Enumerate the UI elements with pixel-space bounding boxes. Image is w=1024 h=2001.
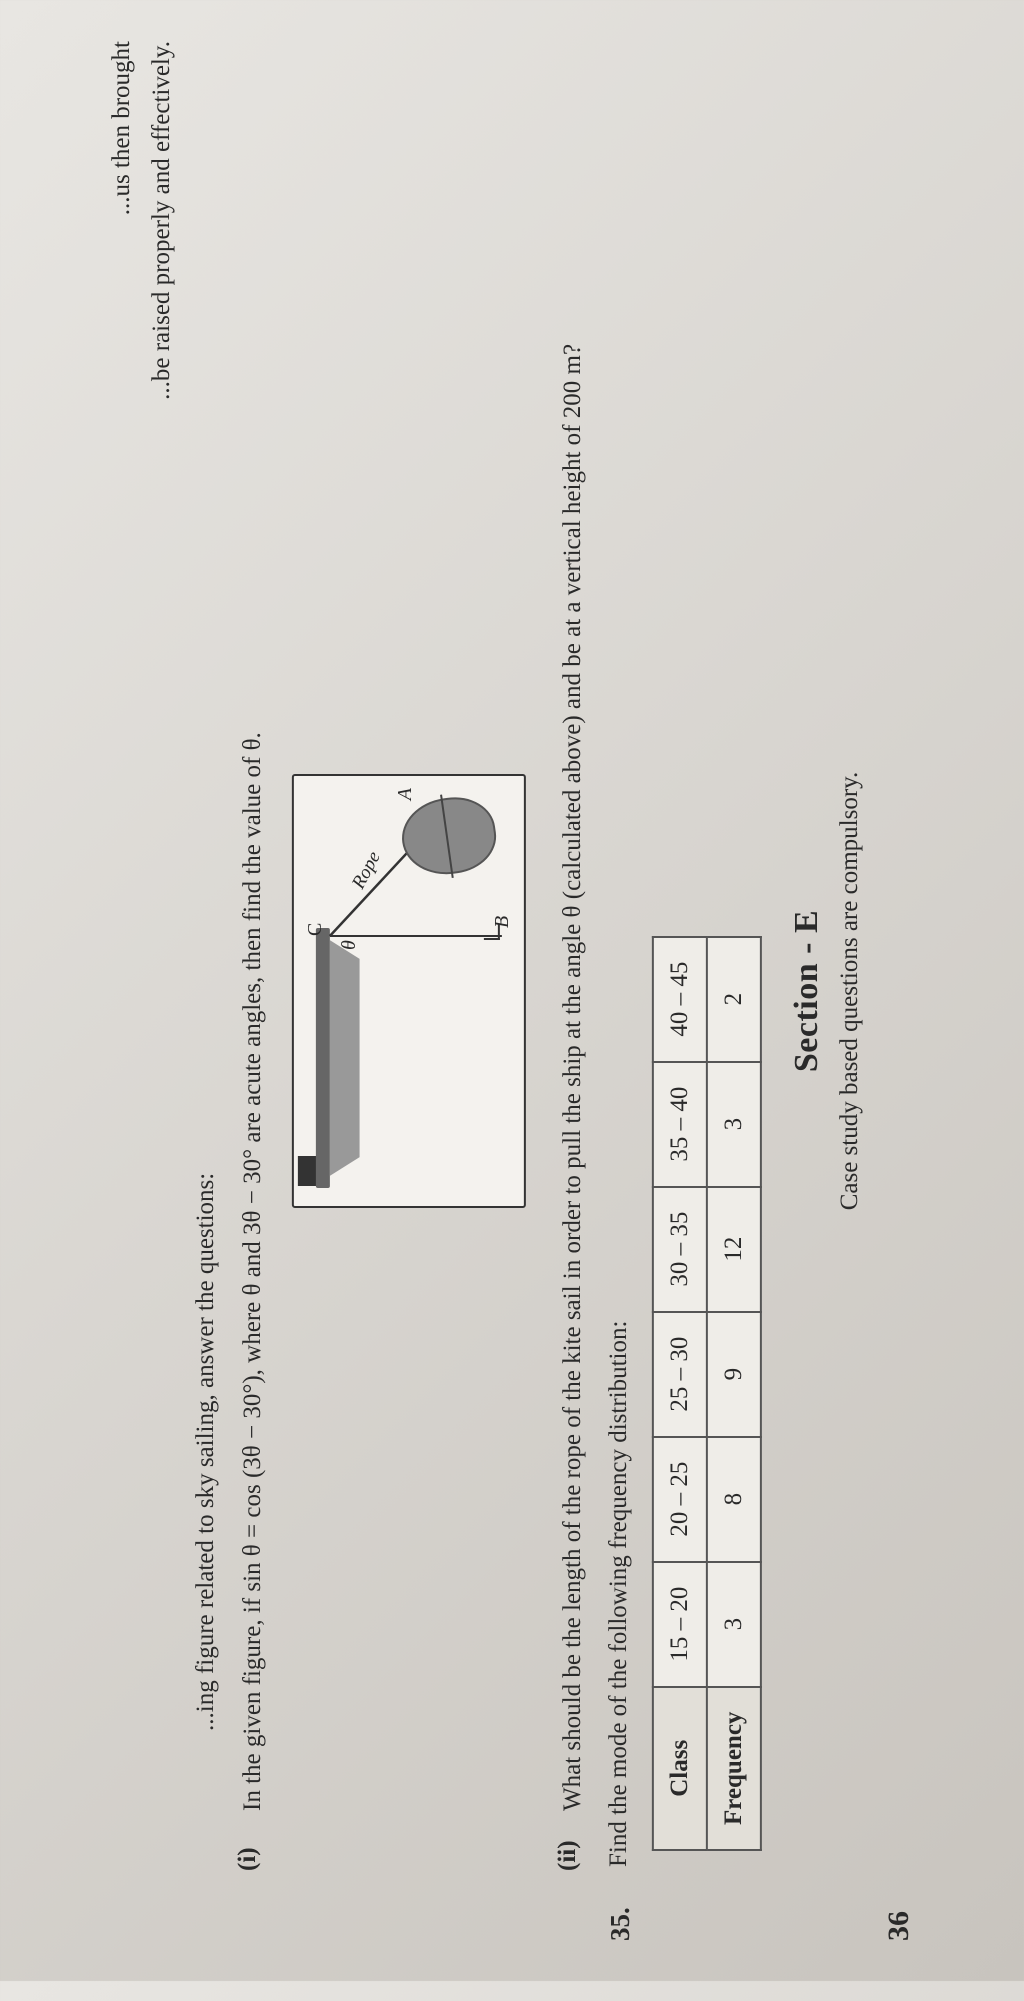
class-cell: 25 – 30 <box>653 1311 707 1436</box>
question-35-text: Find the mode of the following frequency… <box>605 41 633 1867</box>
section-e-heading: Section - E <box>788 41 826 1941</box>
class-cell: 35 – 40 <box>653 1061 707 1186</box>
freq-cell: 3 <box>707 1561 761 1686</box>
fragment-line-3: ...us then brought <box>108 41 136 1941</box>
fragment-line-2: ...be raised properly and effectively. <box>148 41 176 1941</box>
row-label-class: Class <box>653 1686 707 1849</box>
class-cell: 20 – 25 <box>653 1436 707 1561</box>
freq-cell: 8 <box>707 1436 761 1561</box>
question-i-text: In the given figure, if sin θ = cos (3θ … <box>234 41 272 1811</box>
question-ii-num: (ii) <box>554 1825 582 1871</box>
question-i: (i) In the given figure, if sin θ = cos … <box>234 41 272 1871</box>
point-a-label: A <box>394 788 417 800</box>
diagram-container: C θ Rope A B <box>292 41 526 1941</box>
frequency-table: Class 15 – 20 20 – 25 25 – 30 30 – 35 35… <box>652 935 762 1850</box>
class-cell: 40 – 45 <box>653 936 707 1061</box>
class-cell: 30 – 35 <box>653 1186 707 1311</box>
table-row-class: Class 15 – 20 20 – 25 25 – 30 30 – 35 35… <box>653 936 707 1849</box>
table-row-frequency: Frequency 3 8 9 12 3 2 <box>707 936 761 1849</box>
freq-cell: 12 <box>707 1186 761 1311</box>
question-36-num: 36 <box>882 41 916 1941</box>
question-ii-text: What should be the length of the rope of… <box>554 41 592 1811</box>
question-ii: (ii) What should be the length of the ro… <box>554 41 592 1871</box>
class-cell: 15 – 20 <box>653 1561 707 1686</box>
question-i-num: (i) <box>234 1825 262 1871</box>
row-label-frequency: Frequency <box>707 1686 761 1849</box>
freq-cell: 2 <box>707 936 761 1061</box>
kite-ship-diagram: C θ Rope A B <box>292 774 526 1208</box>
page-content: ...us then brought ...be raised properly… <box>68 0 956 2001</box>
case-study-note: Case study based questions are compulsor… <box>836 41 864 1941</box>
freq-cell: 3 <box>707 1061 761 1186</box>
question-35: 35. Find the mode of the following frequ… <box>605 41 636 1941</box>
point-b-label: B <box>491 915 514 927</box>
freq-cell: 9 <box>707 1311 761 1436</box>
fragment-line-1: ...ing figure related to sky sailing, an… <box>188 41 224 1731</box>
question-35-num: 35. <box>605 1885 636 1941</box>
